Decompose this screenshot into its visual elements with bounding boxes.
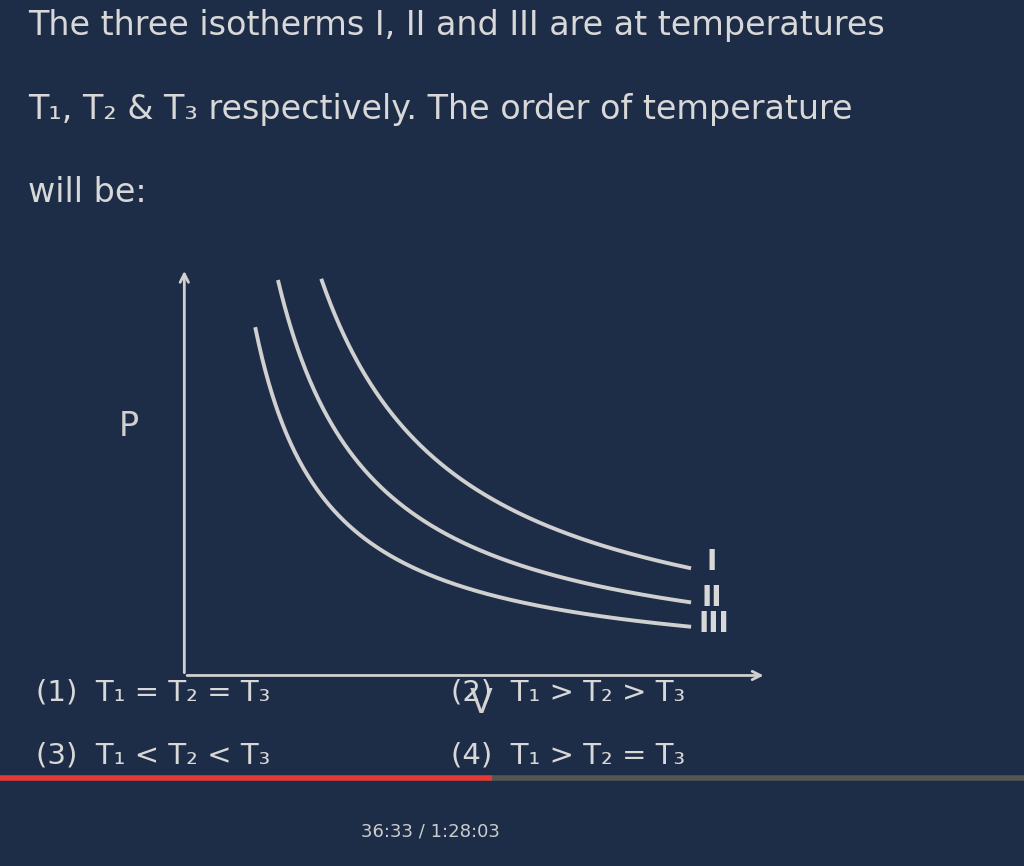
Text: I: I xyxy=(707,547,717,576)
Text: will be:: will be: xyxy=(29,176,146,209)
Text: (2)  T₁ > T₂ > T₃: (2) T₁ > T₂ > T₃ xyxy=(451,679,685,707)
Text: (3)  T₁ < T₂ < T₃: (3) T₁ < T₂ < T₃ xyxy=(36,741,270,769)
Text: (1)  T₁ = T₂ = T₃: (1) T₁ = T₂ = T₃ xyxy=(36,679,270,707)
Text: 36:33 / 1:28:03: 36:33 / 1:28:03 xyxy=(360,822,500,840)
Text: (4)  T₁ > T₂ = T₃: (4) T₁ > T₂ = T₃ xyxy=(451,741,685,769)
Text: The three isotherms I, II and III are at temperatures: The three isotherms I, II and III are at… xyxy=(29,10,885,42)
Text: P: P xyxy=(119,410,139,443)
Text: T₁, T₂ & T₃ respectively. The order of temperature: T₁, T₂ & T₃ respectively. The order of t… xyxy=(29,93,853,126)
Text: II: II xyxy=(701,584,722,612)
Text: V: V xyxy=(470,687,493,720)
Text: III: III xyxy=(698,611,729,638)
